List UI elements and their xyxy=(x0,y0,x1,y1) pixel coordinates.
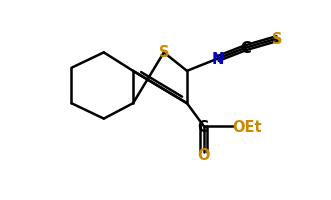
Text: S: S xyxy=(160,45,170,60)
Text: OEt: OEt xyxy=(232,119,262,134)
Text: C: C xyxy=(240,41,251,56)
Text: N: N xyxy=(212,52,224,67)
Text: C: C xyxy=(197,119,208,134)
Text: S: S xyxy=(272,32,282,47)
Text: O: O xyxy=(198,147,210,162)
